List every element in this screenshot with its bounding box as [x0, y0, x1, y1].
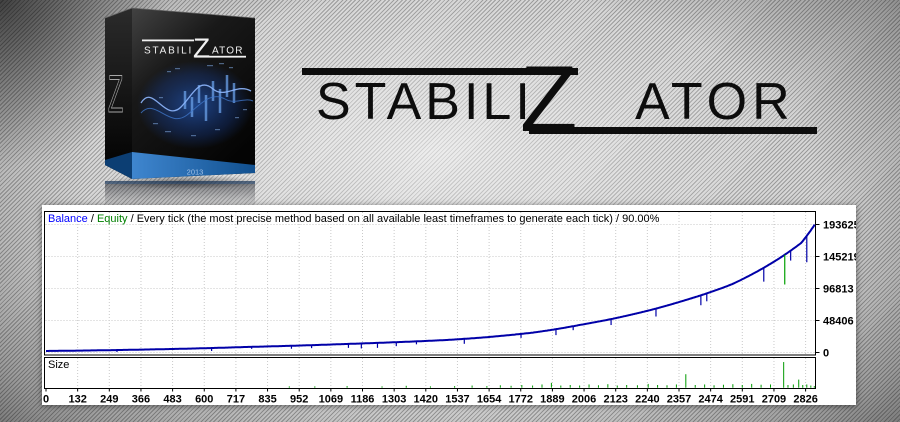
- logo-bottom-bar: [529, 127, 817, 134]
- svg-text:2709: 2709: [762, 394, 786, 406]
- svg-text:1889: 1889: [540, 394, 564, 406]
- logo-text-ator: ATOR: [635, 73, 795, 131]
- y-axis-labels: 0 48406 96813 145219 193625: [815, 220, 856, 360]
- balance-curve: [46, 224, 816, 352]
- header-sep1: /: [87, 213, 97, 225]
- gridlines: [45, 212, 815, 388]
- svg-text:1654: 1654: [477, 394, 502, 406]
- svg-text:2240: 2240: [635, 394, 659, 406]
- box-logo-stabili: STABILI: [144, 46, 193, 57]
- svg-text:2474: 2474: [698, 394, 723, 406]
- svg-text:1772: 1772: [509, 394, 533, 406]
- svg-text:717: 717: [227, 394, 245, 406]
- stabilizator-logo: STABILI Z ATOR: [295, 52, 880, 155]
- box-logo-ator: ATOR: [212, 46, 244, 57]
- box-spine-band: [105, 152, 132, 179]
- svg-text:132: 132: [68, 394, 86, 406]
- svg-text:145219: 145219: [823, 251, 856, 263]
- svg-text:193625: 193625: [823, 220, 856, 232]
- product-box-art: Z: [101, 7, 265, 205]
- svg-text:0: 0: [43, 394, 49, 406]
- header-balance-label: Balance: [48, 213, 88, 225]
- svg-text:96813: 96813: [823, 283, 854, 295]
- svg-text:600: 600: [195, 394, 213, 406]
- box-top-edge: [104, 7, 256, 19]
- box-chart-graphic: [137, 61, 254, 149]
- header-sep2: /: [127, 213, 137, 225]
- box-logo-z: Z: [193, 33, 210, 64]
- box-spine-z-glyph: Z: [108, 65, 123, 124]
- svg-text:249: 249: [100, 394, 118, 406]
- box-spine: [105, 8, 132, 179]
- svg-text:48406: 48406: [823, 316, 854, 328]
- header-description: Every tick (the most precise method base…: [136, 213, 660, 225]
- box-front-logo: STABILI Z ATOR: [142, 33, 246, 64]
- header-equity-label: Equity: [96, 213, 128, 225]
- svg-text:0: 0: [823, 348, 829, 360]
- logo-text-stabili: STABILI: [316, 73, 534, 131]
- logo-top-bar: [302, 68, 578, 75]
- size-panel-label: Size: [48, 359, 70, 371]
- svg-text:483: 483: [163, 394, 181, 406]
- chart-header: Balance / Equity / Every tick (the most …: [48, 213, 659, 225]
- svg-text:1069: 1069: [319, 394, 343, 406]
- svg-text:1186: 1186: [351, 394, 375, 406]
- svg-text:1537: 1537: [445, 394, 469, 406]
- main-chart-box: [44, 211, 816, 356]
- svg-text:835: 835: [258, 394, 276, 406]
- svg-text:2006: 2006: [572, 394, 596, 406]
- backtest-chart-panel: 0 48406 96813 145219 193625 0 132 249 366 483 600 7…: [42, 205, 856, 405]
- backtest-chart: 0 48406 96813 145219 193625 0 132 249 366 483 600 7…: [43, 211, 856, 406]
- svg-text:2357: 2357: [667, 394, 691, 406]
- svg-text:2591: 2591: [730, 394, 754, 406]
- box-reflection: [105, 181, 255, 205]
- svg-text:2826: 2826: [793, 394, 817, 406]
- svg-text:366: 366: [132, 394, 150, 406]
- svg-text:2123: 2123: [603, 394, 627, 406]
- svg-text:1420: 1420: [414, 394, 438, 406]
- box-year: 2013: [187, 168, 204, 177]
- box-front-band: [132, 152, 255, 179]
- drawdown-spikes: [116, 235, 808, 353]
- size-bars: [288, 362, 815, 388]
- size-chart-box: [44, 357, 816, 389]
- svg-text:1303: 1303: [382, 394, 406, 406]
- svg-text:952: 952: [290, 394, 308, 406]
- x-axis-labels: 0 132 249 366 483 600 717 835 952 1069 1186 1303 142…: [43, 388, 818, 406]
